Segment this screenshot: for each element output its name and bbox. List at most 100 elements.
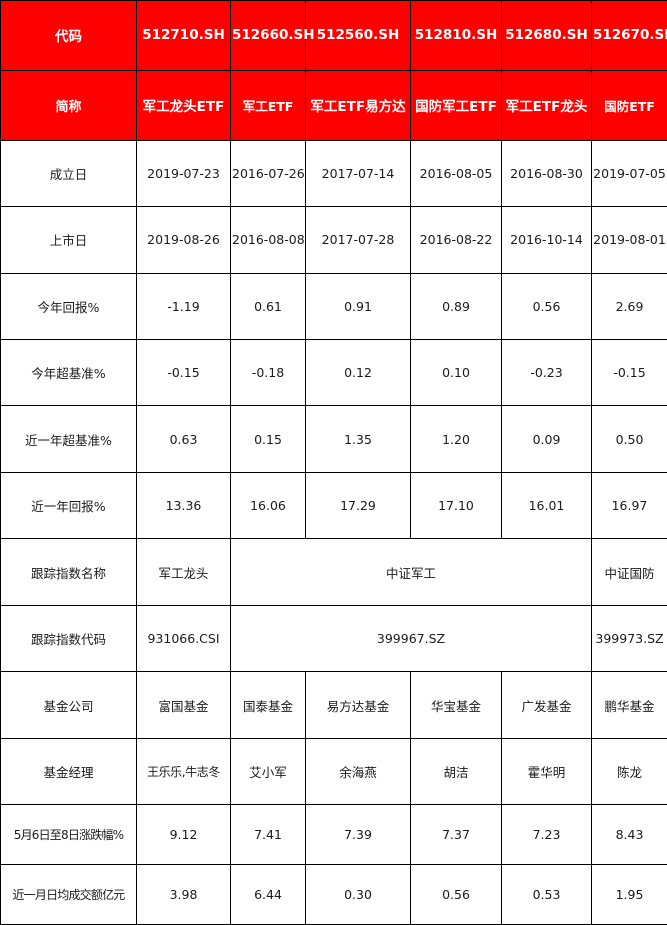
cell-value: 1.35 bbox=[305, 405, 411, 473]
cell-value: -0.15 bbox=[136, 338, 231, 407]
cell-value: 胡洁 bbox=[410, 737, 502, 806]
cell-value: 0.61 bbox=[230, 272, 306, 341]
cell-value: 2016-08-22 bbox=[410, 206, 502, 274]
cell-value: 0.10 bbox=[410, 338, 502, 407]
cell-value: 中证国防 bbox=[591, 538, 667, 606]
cell-value: 17.29 bbox=[305, 471, 411, 540]
cell-value: 2016-08-30 bbox=[501, 139, 592, 208]
row-label-name: 简称 bbox=[0, 69, 137, 141]
row-label: 近一年回报% bbox=[0, 471, 137, 540]
row-label-code: 代码 bbox=[0, 0, 137, 71]
cell-value: 0.56 bbox=[501, 272, 592, 341]
fund-code-5: 512680.SH bbox=[501, 0, 592, 71]
cell-value: -0.23 bbox=[501, 338, 592, 407]
cell-value: 2.69 bbox=[591, 272, 667, 341]
cell-value: 0.53 bbox=[501, 864, 592, 925]
cell-value: 华宝基金 bbox=[410, 671, 502, 739]
cell-value-merged: 中证军工 bbox=[230, 538, 592, 606]
fund-name-5: 军工ETF龙头 bbox=[501, 69, 592, 141]
cell-value: 2016-07-26 bbox=[230, 139, 306, 208]
cell-value: 8.43 bbox=[591, 804, 667, 866]
row-label: 跟踪指数代码 bbox=[0, 604, 137, 673]
cell-value: 0.12 bbox=[305, 338, 411, 407]
cell-value: 0.56 bbox=[410, 864, 502, 925]
fund-code-1: 512710.SH bbox=[136, 0, 231, 71]
row-label: 基金经理 bbox=[0, 737, 137, 806]
cell-value: 0.63 bbox=[136, 405, 231, 473]
cell-value: 鹏华基金 bbox=[591, 671, 667, 739]
table-header-row-name: 简称 军工龙头ETF 军工ETF 军工ETF易方达 国防军工ETF 军工ETF龙… bbox=[0, 69, 667, 141]
cell-value: 1.20 bbox=[410, 405, 502, 473]
row-label: 基金公司 bbox=[0, 671, 137, 739]
cell-value: 王乐乐,牛志冬 bbox=[136, 737, 231, 806]
cell-value: 0.09 bbox=[501, 405, 592, 473]
cell-value: 3.98 bbox=[136, 864, 231, 925]
fund-code-2: 512660.SH bbox=[230, 0, 315, 71]
row-label: 今年超基准% bbox=[0, 338, 137, 407]
cell-value-merged: 399967.SZ bbox=[230, 604, 592, 673]
fund-code-3: 512560.SH bbox=[305, 0, 411, 71]
row-label: 成立日 bbox=[0, 139, 137, 208]
cell-value: 2019-08-01 bbox=[591, 206, 667, 274]
table-row: 今年回报% -1.19 0.61 0.91 0.89 0.56 2.69 bbox=[0, 272, 667, 341]
fund-name-3: 军工ETF易方达 bbox=[305, 69, 411, 141]
cell-value: 霍华明 bbox=[501, 737, 592, 806]
cell-value: 2017-07-14 bbox=[305, 139, 411, 208]
cell-value: 0.15 bbox=[230, 405, 306, 473]
table-row: 跟踪指数代码 931066.CSI 399967.SZ 399973.SZ bbox=[0, 604, 667, 673]
table-row: 跟踪指数名称 军工龙头 中证军工 中证国防 bbox=[0, 538, 667, 606]
cell-value: -1.19 bbox=[136, 272, 231, 341]
cell-value: 7.37 bbox=[410, 804, 502, 866]
cell-value: 易方达基金 bbox=[305, 671, 411, 739]
cell-value: 艾小军 bbox=[230, 737, 306, 806]
row-label: 5月6日至8日涨跌幅% bbox=[0, 804, 137, 866]
cell-value: 16.01 bbox=[501, 471, 592, 540]
table-header-row-code: 代码 512710.SH 512660.SH 512560.SH 512810.… bbox=[0, 0, 667, 71]
fund-name-6: 国防ETF bbox=[591, 69, 667, 141]
table-row: 近一月日均成交额亿元 3.98 6.44 0.30 0.56 0.53 1.95 bbox=[0, 864, 667, 925]
cell-value: 0.89 bbox=[410, 272, 502, 341]
row-label: 今年回报% bbox=[0, 272, 137, 341]
cell-value: 16.97 bbox=[591, 471, 667, 540]
cell-value: 17.10 bbox=[410, 471, 502, 540]
cell-value: 9.12 bbox=[136, 804, 231, 866]
table-row: 5月6日至8日涨跌幅% 9.12 7.41 7.39 7.37 7.23 8.4… bbox=[0, 804, 667, 866]
cell-value: -0.15 bbox=[591, 338, 667, 407]
cell-value: 0.30 bbox=[305, 864, 411, 925]
cell-value: 13.36 bbox=[136, 471, 231, 540]
cell-value: -0.18 bbox=[230, 338, 306, 407]
cell-value: 931066.CSI bbox=[136, 604, 231, 673]
cell-value: 陈龙 bbox=[591, 737, 667, 806]
cell-value: 富国基金 bbox=[136, 671, 231, 739]
cell-value: 2019-08-26 bbox=[136, 206, 231, 274]
table-row: 基金公司 富国基金 国泰基金 易方达基金 华宝基金 广发基金 鹏华基金 bbox=[0, 671, 667, 739]
cell-value: 0.91 bbox=[305, 272, 411, 341]
row-label: 近一月日均成交额亿元 bbox=[0, 864, 137, 925]
table-row: 成立日 2019-07-23 2016-07-26 2017-07-14 201… bbox=[0, 139, 667, 208]
cell-value: 2016-08-05 bbox=[410, 139, 502, 208]
table-row: 近一年回报% 13.36 16.06 17.29 17.10 16.01 16.… bbox=[0, 471, 667, 540]
fund-code-4: 512810.SH bbox=[410, 0, 502, 71]
cell-value: 2019-07-23 bbox=[136, 139, 231, 208]
cell-value: 广发基金 bbox=[501, 671, 592, 739]
cell-value: 399973.SZ bbox=[591, 604, 667, 673]
cell-value: 7.39 bbox=[305, 804, 411, 866]
cell-value: 7.23 bbox=[501, 804, 592, 866]
cell-value: 16.06 bbox=[230, 471, 306, 540]
fund-name-4: 国防军工ETF bbox=[410, 69, 502, 141]
cell-value: 7.41 bbox=[230, 804, 306, 866]
cell-value: 2019-07-05 bbox=[591, 139, 667, 208]
cell-value: 2016-10-14 bbox=[501, 206, 592, 274]
cell-value: 余海燕 bbox=[305, 737, 411, 806]
cell-value: 6.44 bbox=[230, 864, 306, 925]
cell-value: 国泰基金 bbox=[230, 671, 306, 739]
cell-value: 0.50 bbox=[591, 405, 667, 473]
row-label: 近一年超基准% bbox=[0, 405, 137, 473]
cell-value: 1.95 bbox=[591, 864, 667, 925]
table-row: 上市日 2019-08-26 2016-08-08 2017-07-28 201… bbox=[0, 206, 667, 274]
cell-value: 2016-08-08 bbox=[230, 206, 306, 274]
table-row: 近一年超基准% 0.63 0.15 1.35 1.20 0.09 0.50 bbox=[0, 405, 667, 473]
table-row: 基金经理 王乐乐,牛志冬 艾小军 余海燕 胡洁 霍华明 陈龙 bbox=[0, 737, 667, 806]
fund-name-1: 军工龙头ETF bbox=[136, 69, 231, 141]
